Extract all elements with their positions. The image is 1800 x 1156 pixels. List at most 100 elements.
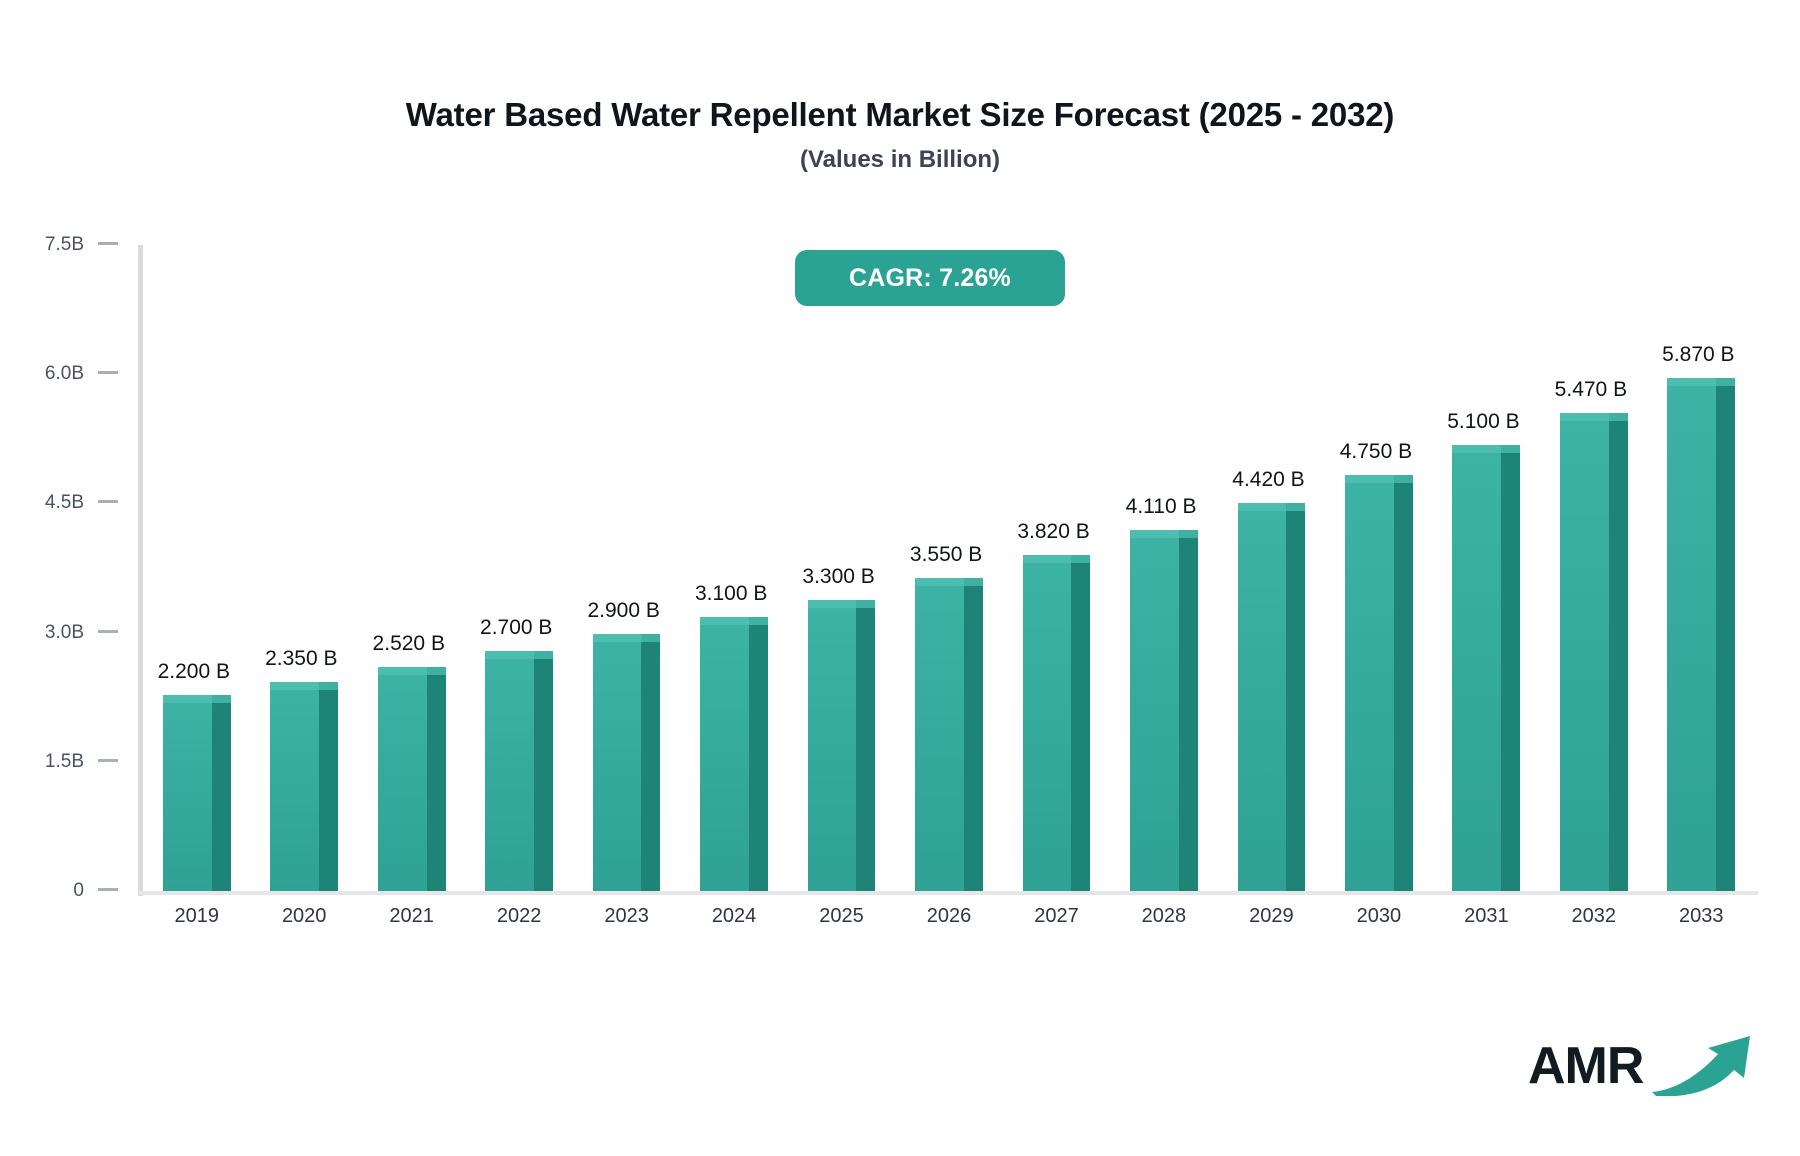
bar-side-face: [1286, 510, 1306, 891]
bar-value-label: 2.900 B: [587, 599, 660, 623]
bar-value-label: 2.350 B: [265, 646, 338, 670]
y-axis-line: [138, 245, 143, 896]
bar-top-face: [162, 694, 231, 703]
x-tick-label: 2025: [819, 905, 864, 927]
bar: 2.350 B: [265, 245, 339, 891]
y-tick-mark: [98, 758, 118, 762]
x-tick-label: 2032: [1571, 905, 1617, 927]
bar-value-label: 5.870 B: [1662, 343, 1735, 367]
bar-side-face: [1716, 385, 1736, 891]
bar-side-face: [211, 701, 231, 891]
bar-front-face: [1667, 385, 1717, 891]
x-tick-label: 2030: [1356, 905, 1402, 927]
bar-value-label: 3.820 B: [1017, 519, 1090, 543]
y-tick-mark: [98, 629, 118, 633]
bar: 2.900 B: [587, 245, 661, 891]
bar-top-face: [1345, 474, 1413, 483]
bar-side-face: [748, 624, 768, 891]
bar-front-face: [1559, 419, 1609, 891]
bar: 2.200 B: [158, 245, 231, 891]
y-tick-label: 7.5B: [44, 234, 84, 255]
bar: 2.520 B: [373, 245, 446, 891]
bar: 3.550 B: [910, 245, 983, 891]
bar: 4.420 B: [1232, 245, 1306, 891]
bar: 4.110 B: [1126, 245, 1198, 891]
y-tick: 1.5B: [0, 751, 118, 773]
bar-value-label: 3.100 B: [694, 582, 768, 605]
bar-front-face: [1345, 481, 1394, 891]
bar-top-face: [807, 599, 876, 608]
bar-front-face: [1452, 451, 1502, 891]
bar-top-face: [700, 617, 768, 625]
bar: 5.100 B: [1447, 245, 1521, 891]
bar-value-label: 2.520 B: [372, 631, 445, 655]
y-tick-mark: [98, 887, 118, 891]
bar-front-face: [162, 701, 212, 891]
plot-area: 7.5B 6.0B 4.5B 3.0B 1.5B 0: [45, 234, 1748, 901]
x-tick-label: 2027: [1034, 905, 1079, 927]
bar-front-face: [700, 624, 749, 891]
y-tick-label: 6.0B: [44, 363, 84, 385]
x-tick-label: 2024: [711, 905, 757, 927]
y-tick-label: 0: [73, 880, 84, 901]
y-tick: 6.0B: [0, 363, 118, 385]
bar-value-label: 4.750 B: [1339, 439, 1413, 463]
bar-top-face: [485, 651, 553, 660]
bar: 5.870 B: [1662, 245, 1736, 891]
logo-text: AMR: [1528, 1037, 1644, 1095]
bar-front-face: [1130, 537, 1179, 891]
bar-side-face: [319, 688, 339, 891]
x-tick-label: 2033: [1679, 905, 1724, 927]
bar-top-face: [915, 578, 983, 587]
bar: 3.300 B: [802, 245, 876, 891]
bar-front-face: [1237, 510, 1287, 891]
bar-side-face: [641, 641, 661, 891]
chart-title: Water Based Water Repellent Market Size …: [405, 96, 1395, 133]
y-tick: 0: [0, 880, 118, 902]
bar-top-face: [270, 681, 339, 690]
amr-logo: AMR: [1528, 1036, 1750, 1096]
y-tick: 3.0B: [0, 622, 118, 644]
bar-side-face: [534, 658, 553, 891]
x-tick-label: 2031: [1464, 905, 1509, 927]
bar: 3.100 B: [695, 245, 768, 891]
bar-top-face: [1559, 412, 1628, 421]
cagr-badge-label: CAGR: 7.26%: [849, 263, 1011, 292]
bar-front-face: [592, 641, 642, 891]
growth-arrow-icon: [1652, 1036, 1750, 1096]
bar-value-label: 4.420 B: [1232, 468, 1305, 492]
bar-top-face: [1452, 444, 1521, 453]
x-tick-label: 2020: [281, 905, 327, 927]
cagr-badge: CAGR: 7.26%: [795, 250, 1065, 306]
x-tick-label: 2019: [174, 905, 219, 927]
bar-series: 2.200 B 2.350 B 2.520 B 2.700 B 2.900 B 3.100…: [143, 245, 1755, 891]
bar: 4.750 B: [1340, 245, 1413, 891]
bar-side-face: [856, 606, 876, 891]
x-axis-labels: 2019 2020 2021 2022 2023 2024 2025 2026 2027 2028…: [143, 905, 1755, 945]
bar-side-face: [1608, 419, 1628, 891]
bar-front-face: [1022, 561, 1072, 891]
y-tick: 7.5B: [0, 234, 118, 256]
y-tick-label: 3.0B: [44, 621, 84, 643]
bar-top-face: [377, 666, 446, 675]
bar-side-face: [1071, 561, 1091, 891]
bar-top-face: [1022, 554, 1091, 563]
bar-value-label: 3.550 B: [909, 543, 983, 567]
x-tick-label: 2023: [604, 905, 649, 927]
x-tick-label: 2021: [389, 905, 434, 927]
y-tick: 4.5B: [0, 492, 118, 514]
bar-value-label: 4.110 B: [1125, 495, 1197, 518]
bar-top-face: [1667, 378, 1736, 387]
y-tick-label: 4.5B: [44, 492, 84, 514]
bar: 3.820 B: [1017, 245, 1091, 891]
bar-value-label: 5.100 B: [1447, 409, 1520, 433]
chart-subtitle: (Values in Billion): [799, 146, 1001, 173]
bar-value-label: 2.200 B: [157, 659, 231, 683]
bar-top-face: [592, 634, 661, 643]
bar-front-face: [270, 688, 320, 891]
bar-side-face: [426, 673, 446, 891]
y-tick-mark: [98, 500, 118, 504]
bar-value-label: 5.470 B: [1554, 377, 1628, 401]
bar-side-face: [1393, 481, 1413, 891]
